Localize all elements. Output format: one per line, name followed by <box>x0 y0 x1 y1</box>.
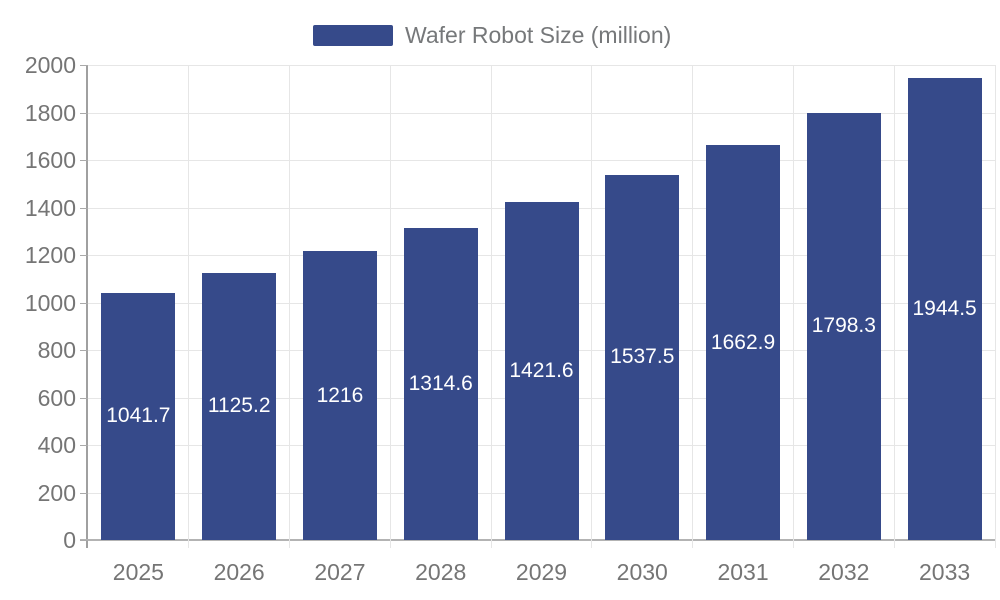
bar-2028[interactable] <box>403 227 478 540</box>
bar-value-label: 1125.2 <box>207 394 271 418</box>
bar-2025[interactable] <box>101 292 176 540</box>
y-tick-mark <box>80 65 88 66</box>
v-gridline <box>389 65 391 548</box>
bar-2029[interactable] <box>504 202 579 540</box>
y-tick-mark <box>80 492 88 494</box>
v-gridline <box>692 65 694 548</box>
y-tick-mark <box>80 397 88 399</box>
legend-swatch <box>313 24 393 46</box>
bar-2032[interactable] <box>806 112 881 540</box>
y-tick-mark <box>80 540 88 541</box>
bar-value-label: 1537.5 <box>610 345 675 369</box>
bar-value-label: 1421.6 <box>509 359 574 383</box>
x-tick-label: 2032 <box>818 559 870 585</box>
v-gridline <box>792 65 794 548</box>
bar-2027[interactable] <box>302 251 377 540</box>
y-tick-mark <box>80 112 88 114</box>
legend-item[interactable]: Wafer Robot Size (million) <box>313 22 671 48</box>
x-axis-line <box>80 539 995 541</box>
y-tick-mark <box>80 160 88 161</box>
h-gridline <box>88 65 995 66</box>
x-tick-label: 2025 <box>112 559 164 585</box>
v-gridline <box>591 65 593 548</box>
bar-value-label: 1798.3 <box>811 314 876 338</box>
h-gridline <box>88 112 995 114</box>
y-tick-mark <box>80 302 88 304</box>
bar-2031[interactable] <box>706 145 781 540</box>
v-gridline <box>893 65 895 548</box>
bar-2033[interactable] <box>907 78 982 540</box>
bar-value-label: 1944.5 <box>912 297 977 321</box>
x-tick-label: 2031 <box>717 559 769 585</box>
y-tick-mark <box>80 207 88 209</box>
y-tick-label: 1400 <box>24 194 76 221</box>
y-tick-label: 800 <box>37 337 76 363</box>
bar-2030[interactable] <box>605 174 680 540</box>
bar-value-label: 1314.6 <box>408 371 473 395</box>
x-tick-label: 2033 <box>919 559 971 585</box>
h-gridline <box>88 160 995 161</box>
x-tick-label: 2029 <box>515 559 568 585</box>
y-tick-label: 200 <box>37 479 76 506</box>
y-tick-label: 1200 <box>24 242 76 268</box>
y-tick-mark <box>80 350 88 351</box>
y-tick-label: 0 <box>63 527 76 553</box>
legend-label: Wafer Robot Size (million) <box>405 22 672 48</box>
y-tick-label: 1800 <box>24 99 76 126</box>
bar-value-label: 1216 <box>316 383 364 407</box>
x-tick-label: 2027 <box>314 559 366 585</box>
bar-value-label: 1041.7 <box>106 404 171 428</box>
y-tick-label: 1600 <box>24 147 76 173</box>
v-gridline <box>289 65 291 548</box>
bar-value-label: 1662.9 <box>710 330 776 354</box>
y-axis-line <box>86 65 88 548</box>
v-gridline <box>490 65 492 548</box>
plot-area: 1041.7 1125.2 1216 1314.6 1421.6 1537.5 1662.9… <box>88 65 996 548</box>
v-gridline <box>188 65 190 548</box>
y-tick-label: 2000 <box>24 52 76 78</box>
x-tick-label: 2028 <box>415 559 467 585</box>
y-tick-label: 400 <box>37 432 76 458</box>
x-tick-label: 2030 <box>616 559 668 585</box>
y-tick-label: 1000 <box>24 289 76 316</box>
x-tick-label: 2026 <box>213 559 265 585</box>
v-gridline <box>994 65 996 548</box>
y-tick-mark <box>80 445 88 446</box>
y-tick-label: 600 <box>37 384 76 411</box>
y-tick-mark <box>80 255 88 256</box>
bar-2026[interactable] <box>202 272 277 540</box>
